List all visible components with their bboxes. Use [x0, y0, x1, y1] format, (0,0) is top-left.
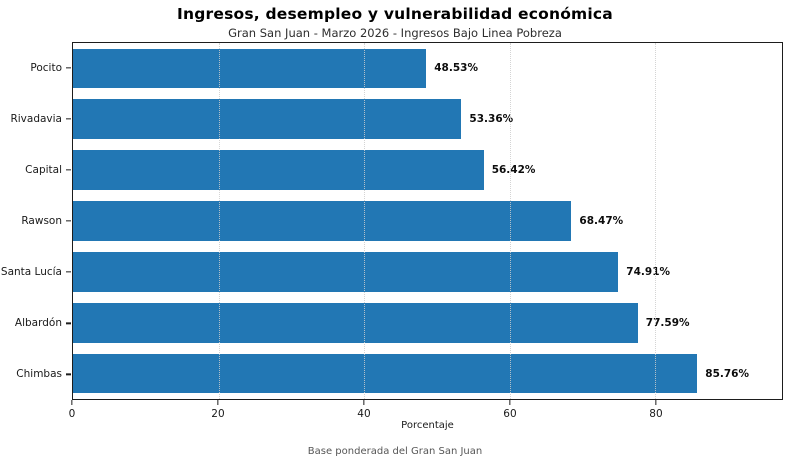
- y-tick-label: Rawson: [21, 214, 62, 227]
- bar-row: 53.36%: [73, 94, 782, 145]
- y-tick-mark: [66, 271, 71, 273]
- y-tick-mark: [66, 169, 71, 171]
- bar-value-label: 74.91%: [626, 265, 671, 278]
- gridline-x20: [218, 43, 220, 399]
- bar-rivadavia: [73, 99, 462, 140]
- bar-value-label: 77.59%: [645, 316, 690, 329]
- bar-santa-lucía: [73, 252, 619, 292]
- y-label-row: Santa Lucía: [0, 247, 62, 298]
- x-axis: 0 20 40 60 80: [68, 400, 783, 430]
- bar-row: 68.47%: [73, 196, 782, 247]
- bar-row: 74.91%: [73, 246, 782, 297]
- bar-rows: 48.53% 53.36% 56.42% 68.47% 74.91% 77.59% 85.7…: [73, 43, 782, 399]
- bar-albardón: [73, 302, 638, 343]
- x-tick-mark: [217, 400, 219, 405]
- bar-value-label: 85.76%: [705, 367, 749, 380]
- y-tick-label: Albardón: [14, 317, 62, 330]
- bar-value-label: 53.36%: [469, 113, 514, 126]
- y-tick-label: Chimbas: [16, 368, 62, 381]
- chart-title: Ingresos, desempleo y vulnerabilidad eco…: [177, 5, 613, 23]
- gridline-x40: [364, 43, 366, 399]
- bar-row: 48.53%: [73, 43, 782, 94]
- footer-caption: Base ponderada del Gran San Juan: [307, 446, 483, 457]
- x-tick-label: 60: [503, 408, 517, 420]
- gridline-x80: [655, 43, 657, 399]
- plot-area: 48.53% 53.36% 56.42% 68.47% 74.91% 77.59% 85.7…: [72, 42, 783, 400]
- chart-header: Ingresos, desempleo y vulnerabilidad eco…: [0, 5, 790, 40]
- x-tick-mark: [363, 400, 365, 405]
- bar-row: 77.59%: [73, 297, 782, 348]
- bar-value-label: 68.47%: [579, 215, 624, 227]
- x-tick-label: 40: [357, 408, 371, 420]
- bar-capital: [73, 150, 484, 190]
- bar-value-label: 56.42%: [491, 164, 536, 177]
- bar-rawson: [73, 201, 572, 241]
- bar-row: 85.76%: [73, 348, 782, 399]
- y-tick-mark: [66, 66, 71, 69]
- x-tick-label: 20: [211, 408, 225, 420]
- y-tick-label: Pocito: [30, 61, 62, 74]
- y-label-row: Capital: [0, 144, 62, 195]
- y-label-row: Rawson: [0, 195, 62, 246]
- bar-pocito: [73, 48, 427, 89]
- x-tick-label: 80: [649, 408, 663, 420]
- x-tick-mark: [655, 400, 657, 405]
- bar-value-label: 48.53%: [434, 62, 478, 75]
- chart-subtitle: Gran San Juan - Marzo 2026 - Ingresos Ba…: [228, 26, 562, 40]
- y-tick-mark: [66, 322, 71, 324]
- gridline-x60: [509, 43, 511, 399]
- y-tick-label: Rivadavia: [10, 112, 62, 125]
- y-tick-label: Capital: [25, 163, 62, 176]
- x-axis-title: Porcentaje: [401, 420, 454, 431]
- y-axis-labels: Pocito Rivadavia Capital Rawson Santa Lucía A…: [0, 42, 62, 400]
- x-tick-mark: [509, 400, 511, 405]
- y-label-row: Pocito: [0, 42, 62, 93]
- y-tick-label: Santa Lucía: [0, 266, 62, 279]
- x-tick-label: 0: [68, 408, 76, 420]
- x-tick-mark: [71, 400, 73, 405]
- y-tick-mark: [66, 373, 71, 376]
- y-label-row: Rivadavia: [0, 93, 62, 144]
- y-label-row: Albardón: [0, 298, 62, 349]
- y-tick-mark: [66, 118, 71, 120]
- bar-chimbas: [73, 353, 698, 394]
- y-label-row: Chimbas: [0, 349, 62, 400]
- bar-row: 56.42%: [73, 145, 782, 196]
- y-tick-mark: [66, 220, 71, 222]
